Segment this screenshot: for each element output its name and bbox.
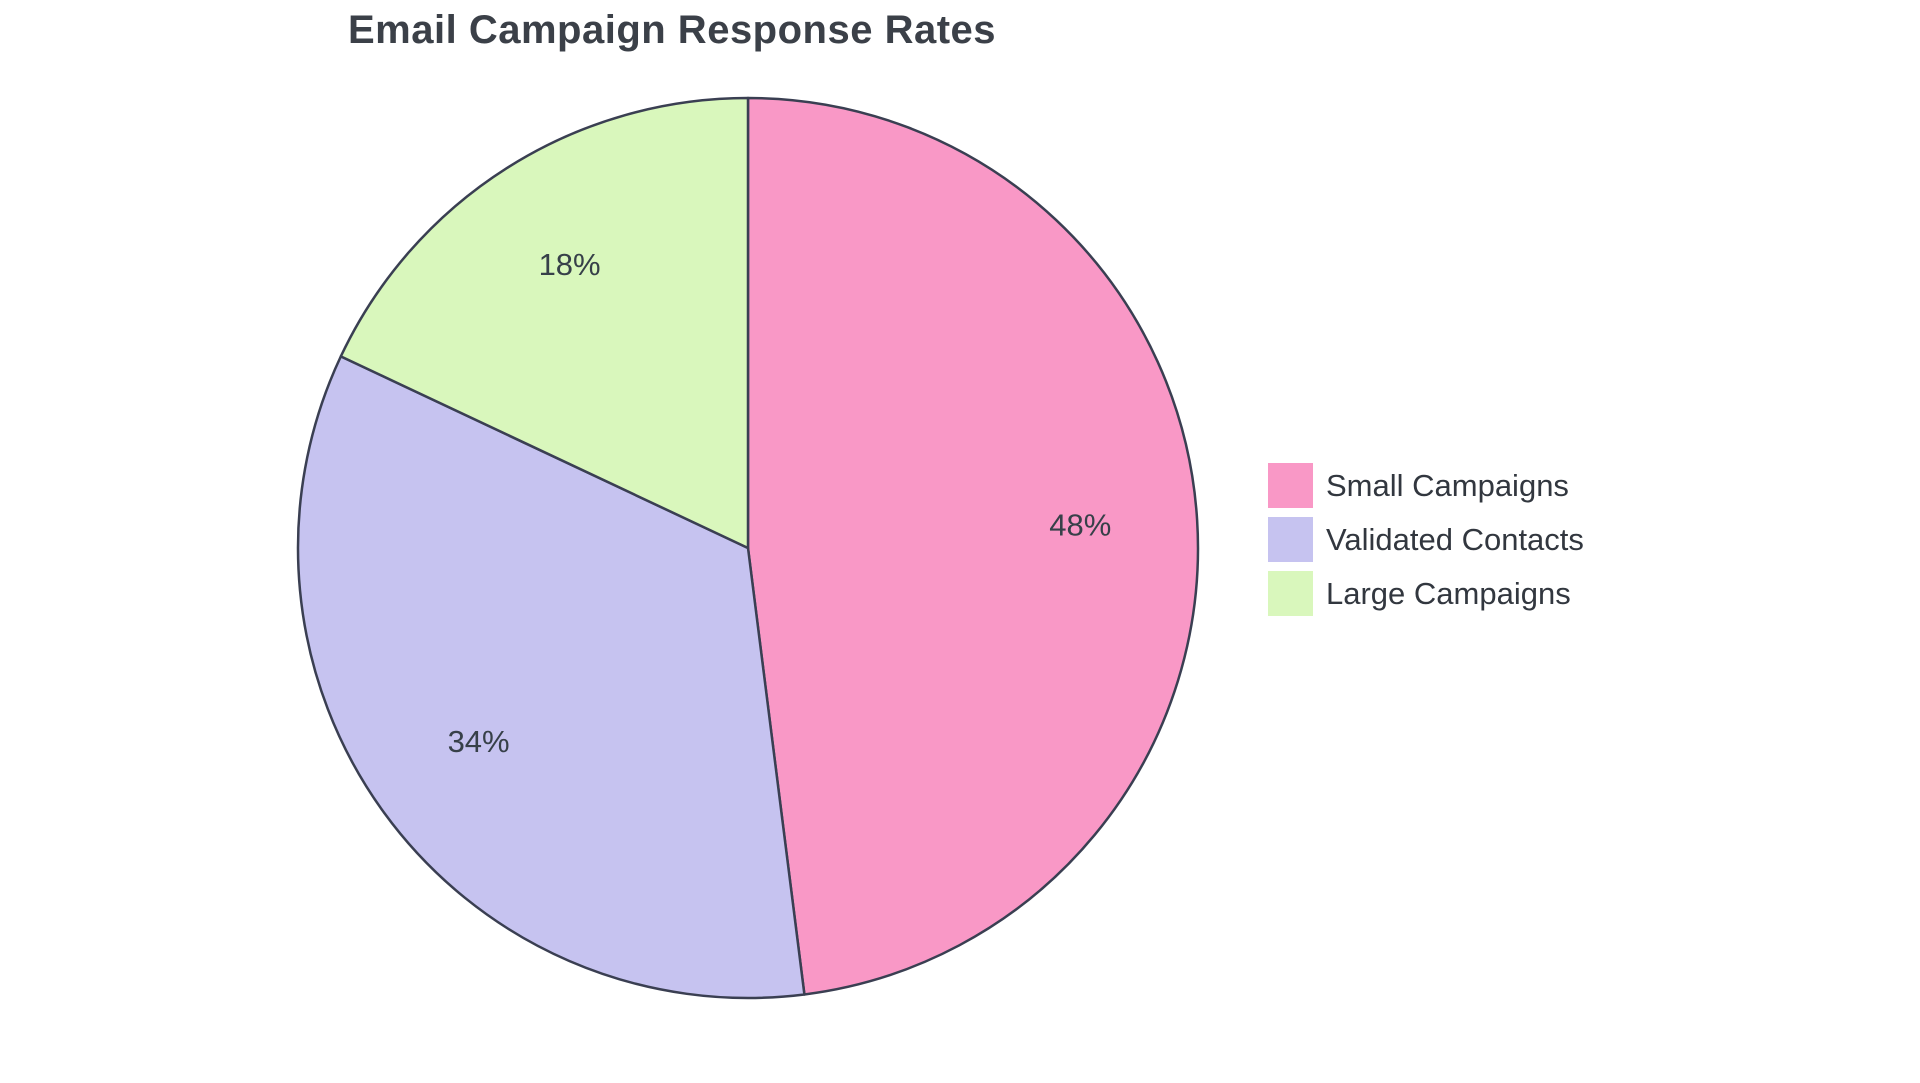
legend-label: Small Campaigns [1326, 467, 1569, 503]
legend-label: Large Campaigns [1326, 575, 1571, 611]
chart-title: Email Campaign Response Rates [348, 8, 997, 52]
legend-item: Validated Contacts [1268, 517, 1584, 562]
legend: Small Campaigns Validated Contacts Large… [1268, 463, 1584, 616]
legend-swatch [1268, 463, 1313, 508]
pie-slice-percentage-label: 34% [448, 724, 510, 759]
legend-item: Large Campaigns [1268, 571, 1584, 616]
legend-swatch [1268, 571, 1313, 616]
pie-slice-2 [339, 96, 750, 550]
pie-slice-percentage-label: 48% [1049, 507, 1111, 542]
pie-slice-0 [746, 96, 1200, 996]
legend-label: Validated Contacts [1326, 521, 1584, 557]
pie-slice-percentage-label: 18% [539, 247, 601, 282]
legend-swatch [1268, 517, 1313, 562]
pie-slice-1 [296, 355, 806, 1000]
legend-item: Small Campaigns [1268, 463, 1584, 508]
